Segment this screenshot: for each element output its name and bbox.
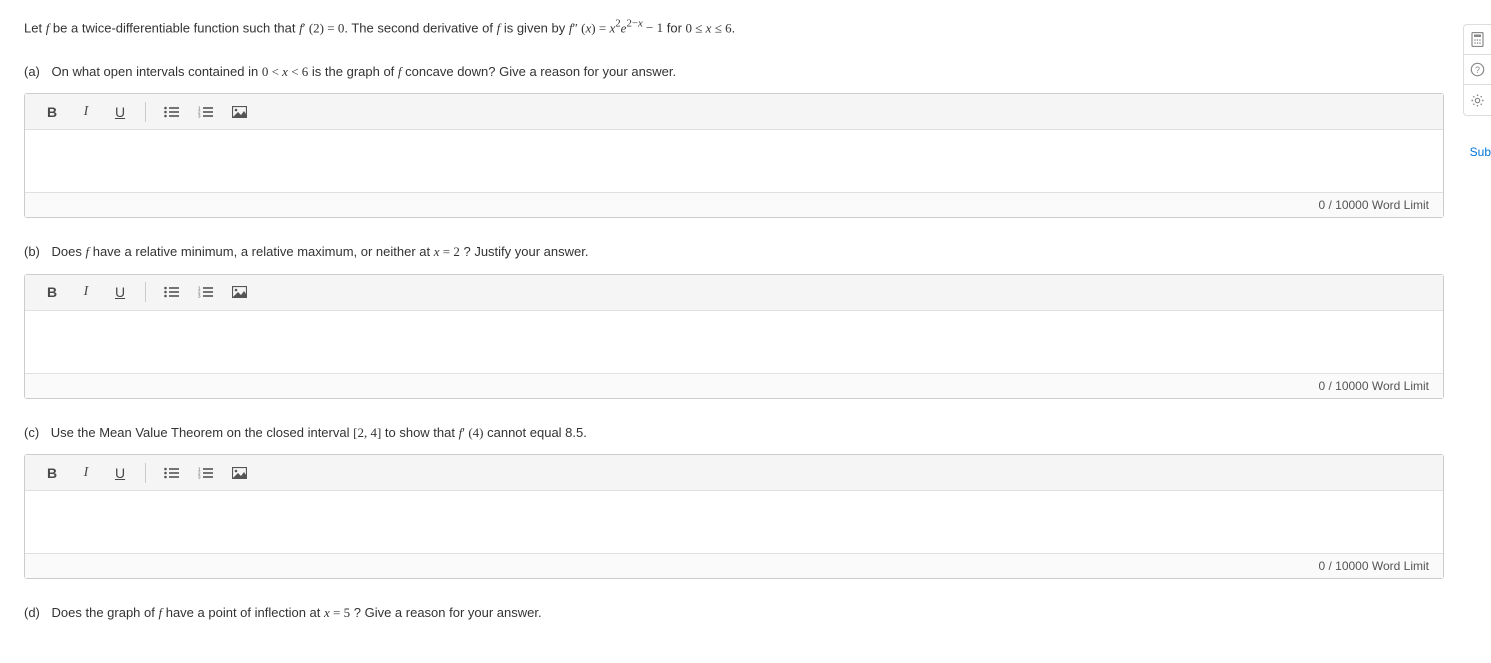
calculator-icon[interactable] [1464,25,1491,55]
toolbar-divider [145,102,146,122]
underline-button[interactable]: U [105,461,135,485]
editor-b-footer: 0 / 10000 Word Limit [25,373,1443,398]
question-c-text: Use the Mean Value Theorem on the closed… [51,425,587,440]
italic-button[interactable]: I [71,461,101,485]
toolbar-divider [145,463,146,483]
help-icon[interactable]: ? [1464,55,1491,85]
question-a-text: On what open intervals contained in 0 < … [52,64,677,79]
bullet-list-button[interactable] [156,100,186,124]
svg-text:3: 3 [198,474,201,479]
question-d-text: Does the graph of f have a point of infl… [52,605,542,620]
underline-button[interactable]: U [105,100,135,124]
question-b-prompt: (b) Does f have a relative minimum, a re… [24,242,1467,262]
question-b-label: (b) [24,242,40,262]
question-d-prompt: (d) Does the graph of f have a point of … [24,603,1467,623]
question-c: (c) Use the Mean Value Theorem on the cl… [24,423,1467,580]
question-d-label: (d) [24,603,40,623]
word-limit-label-a: Word Limit [1372,198,1429,212]
bold-button[interactable]: B [37,100,67,124]
word-count-a: 0 [1318,198,1325,212]
numbered-list-button[interactable]: 123 [190,100,220,124]
word-limit-c: 10000 [1335,559,1368,573]
svg-text:?: ? [1475,65,1480,75]
editor-a-body[interactable] [25,130,1443,192]
question-d: (d) Does the graph of f have a point of … [24,603,1467,623]
question-b-text: Does f have a relative minimum, a relati… [52,244,589,259]
word-limit-label-c: Word Limit [1372,559,1429,573]
image-button[interactable] [224,100,254,124]
question-c-label: (c) [24,423,39,443]
problem-intro: Let f be a twice-differentiable function… [24,16,1467,38]
question-a: (a) On what open intervals contained in … [24,62,1467,219]
svg-text:3: 3 [198,294,201,299]
question-c-prompt: (c) Use the Mean Value Theorem on the cl… [24,423,1467,443]
word-count-b: 0 [1318,379,1325,393]
editor-c-footer: 0 / 10000 Word Limit [25,553,1443,578]
bold-button[interactable]: B [37,280,67,304]
editor-b: B I U 123 0 / 10000 Word Limit [24,274,1444,399]
bullet-list-button[interactable] [156,280,186,304]
underline-button[interactable]: U [105,280,135,304]
editor-c-body[interactable] [25,491,1443,553]
editor-b-body[interactable] [25,311,1443,373]
question-a-prompt: (a) On what open intervals contained in … [24,62,1467,82]
bullet-list-button[interactable] [156,461,186,485]
italic-button[interactable]: I [71,100,101,124]
question-b: (b) Does f have a relative minimum, a re… [24,242,1467,399]
image-button[interactable] [224,280,254,304]
toolbar-divider [145,282,146,302]
svg-text:3: 3 [198,113,201,118]
editor-a: B I U 123 0 / 10000 Word Limit [24,93,1444,218]
side-tools-panel: ? [1463,24,1491,116]
italic-button[interactable]: I [71,280,101,304]
editor-b-toolbar: B I U 123 [25,275,1443,311]
question-a-label: (a) [24,62,40,82]
editor-a-footer: 0 / 10000 Word Limit [25,192,1443,217]
numbered-list-button[interactable]: 123 [190,461,220,485]
word-limit-label-b: Word Limit [1372,379,1429,393]
word-limit-b: 10000 [1335,379,1368,393]
editor-c-toolbar: B I U 123 [25,455,1443,491]
gear-icon[interactable] [1464,85,1491,115]
bold-button[interactable]: B [37,461,67,485]
editor-a-toolbar: B I U 123 [25,94,1443,130]
numbered-list-button[interactable]: 123 [190,280,220,304]
word-count-c: 0 [1318,559,1325,573]
editor-c: B I U 123 0 / 10000 Word Limit [24,454,1444,579]
word-limit-a: 10000 [1335,198,1368,212]
submit-button[interactable]: Sub [1470,145,1491,159]
image-button[interactable] [224,461,254,485]
